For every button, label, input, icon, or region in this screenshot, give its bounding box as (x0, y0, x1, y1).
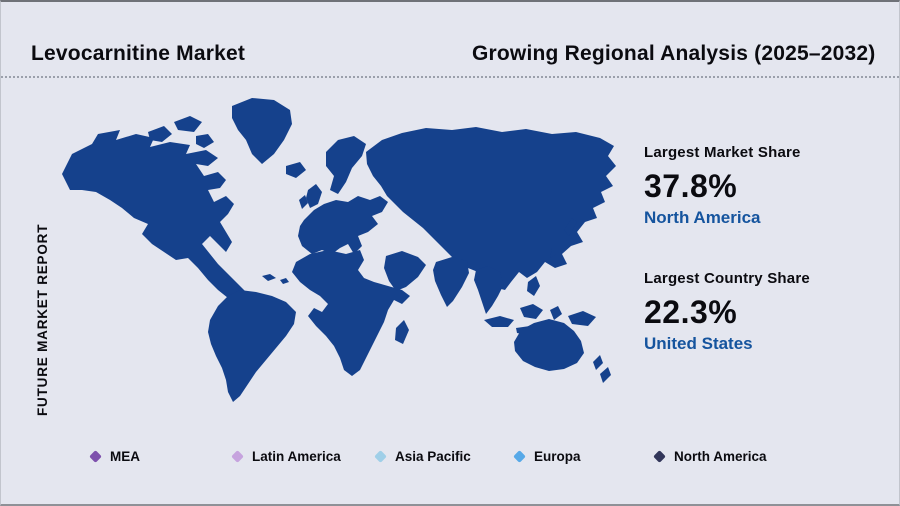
stat-largest-market-share: Largest Market Share 37.8% North America (644, 144, 889, 228)
legend-label: North America (674, 449, 767, 464)
iceland-shape (286, 162, 306, 178)
mea-diamond-icon (89, 450, 102, 463)
world-map-container (56, 90, 636, 420)
asia-pacific-diamond-icon (374, 450, 387, 463)
stat-value: 22.3% (644, 294, 738, 330)
north-america-diamond-icon (653, 450, 666, 463)
stat-largest-country-share: Largest Country Share 22.3% United State… (644, 270, 889, 354)
legend-item-asia-pacific: Asia Pacific (374, 449, 471, 464)
stat-region: North America (644, 208, 761, 227)
brand-vertical-text: FUTURE MARKET REPORT (35, 223, 50, 416)
africa-shape (292, 250, 410, 376)
south-america-shape (208, 290, 296, 402)
legend-item-latin-america: Latin America (231, 449, 341, 464)
header: Levocarnitine Market Growing Regional An… (1, 2, 899, 78)
world-map (62, 98, 616, 402)
latin-america-diamond-icon (231, 450, 244, 463)
stat-region: United States (644, 334, 753, 353)
greenland-shape (232, 98, 292, 164)
stat-label: Largest Market Share (644, 144, 801, 161)
europe-shape (298, 196, 388, 254)
legend-item-europa: Europa (513, 449, 581, 464)
legend-label: MEA (110, 449, 140, 464)
australia-shape (514, 319, 584, 371)
stat-value: 37.8% (644, 168, 738, 204)
europa-diamond-icon (513, 450, 526, 463)
stats-panel: Largest Market Share 37.8% North America… (644, 144, 889, 354)
legend-label: Latin America (252, 449, 341, 464)
legend-label: Europa (534, 449, 581, 464)
legend-item-north-america: North America (653, 449, 767, 464)
page-subtitle: Growing Regional Analysis (2025–2032) (472, 42, 876, 65)
legend-label: Asia Pacific (395, 449, 471, 464)
stat-label: Largest Country Share (644, 270, 810, 287)
legend-item-mea: MEA (89, 449, 140, 464)
north-america-shape (62, 130, 254, 306)
india-shape (433, 257, 469, 307)
page-title: Levocarnitine Market (31, 42, 246, 65)
